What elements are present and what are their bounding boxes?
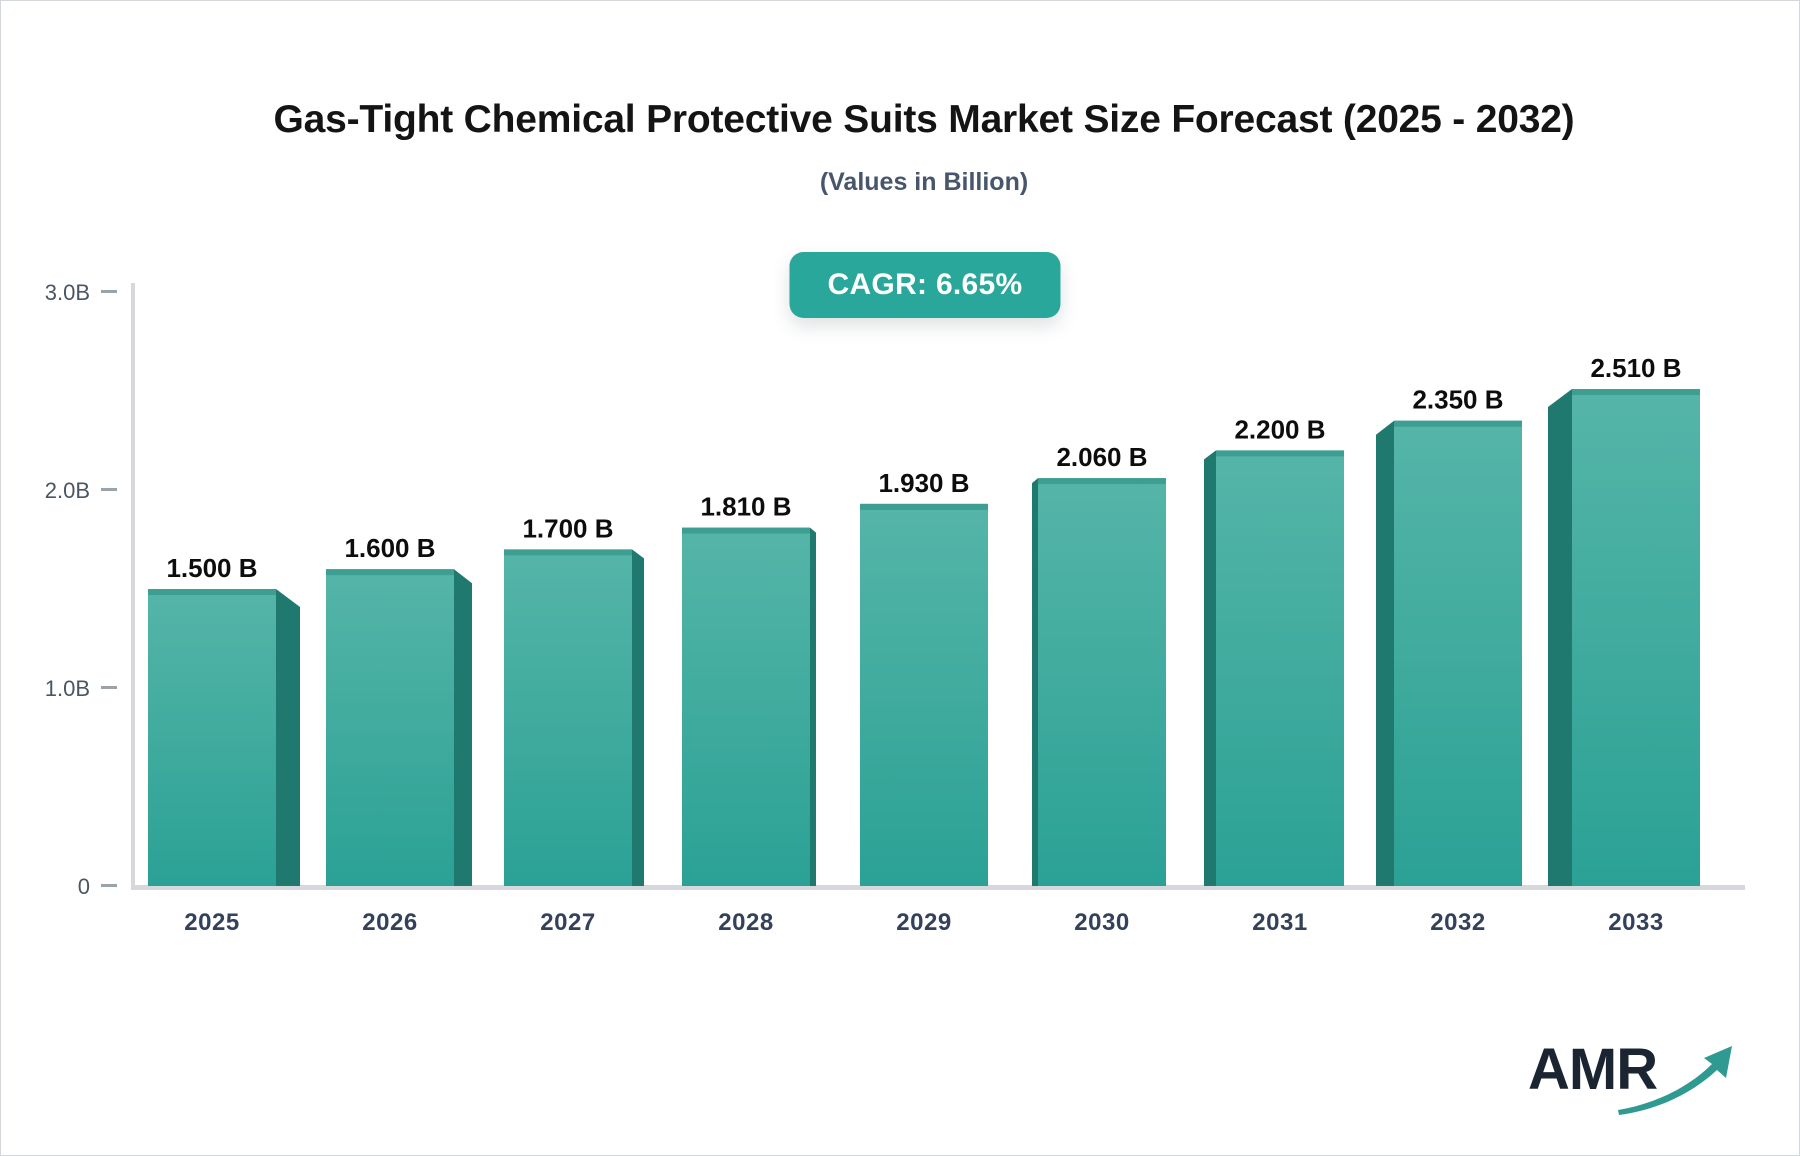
labels-layer: 1.500 B 2025 1.600 B 2026 1.700 B 2027 1.810 B… [166,353,1681,936]
y-tick-label: 0 [78,874,90,899]
bar-side-face [632,549,644,886]
cagr-badge: CAGR: 6.65% [789,252,1061,318]
bar-side-face [1548,389,1572,886]
bar-front-face [860,503,988,886]
bar-side-face [1204,450,1216,886]
bar-side-face [276,589,300,886]
x-axis-year-label: 2027 [540,909,595,936]
bar-2030 [1032,478,1166,886]
amr-logo: AMR [1528,1036,1738,1126]
x-axis-year-label: 2033 [1608,909,1663,936]
bar-top-cap [1216,450,1344,457]
bar-value-label: 2.060 B [1056,442,1147,472]
bar-front-face [1216,450,1344,886]
bar-top-cap [682,527,810,534]
x-axis-year-label: 2029 [896,909,951,936]
bar-2028 [682,527,816,886]
bar-front-face [1572,389,1700,886]
bar-top-cap [1394,420,1522,427]
bar-side-face [1376,420,1394,886]
bar-top-cap [860,503,988,510]
x-axis-year-label: 2032 [1430,909,1485,936]
x-axis-line [131,885,1745,890]
bar-top-cap [1572,389,1700,396]
bar-front-face [1038,478,1166,886]
y-tick-label: 1.0B [45,676,90,701]
x-axis-year-label: 2028 [718,909,773,936]
bar-2032 [1376,420,1522,886]
bar-top-cap [326,569,454,576]
amr-logo-text: AMR [1528,1037,1658,1102]
bar-front-face [1394,420,1522,886]
chart-subtitle: (Values in Billion) [819,168,1029,196]
bar-front-face [326,569,454,886]
bar-front-face [148,589,276,886]
bar-value-label: 2.510 B [1590,353,1681,383]
bar-2029 [860,503,988,886]
bar-2026 [326,569,472,886]
bar-2027 [504,549,644,886]
bar-value-label: 1.600 B [344,533,435,563]
y-tick-mark [101,884,117,887]
axis-layer: 0 1.0B 2.0B 3.0B [45,280,1745,899]
bar-top-cap [148,589,276,595]
y-tick-mark [101,488,117,491]
bars-layer [148,389,1700,886]
bar-value-label: 2.200 B [1234,414,1325,444]
bar-value-label: 1.930 B [878,468,969,498]
bar-2031 [1204,450,1344,886]
x-axis-year-label: 2031 [1252,909,1307,936]
chart-title: Gas-Tight Chemical Protective Suits Mark… [273,98,1575,141]
x-axis-year-label: 2026 [362,909,417,936]
y-tick-label: 2.0B [45,478,90,503]
bar-side-face [810,527,816,886]
y-tick-mark [101,686,117,689]
y-axis-line [131,283,135,890]
bar-2025 [148,589,300,886]
bar-side-face [1032,478,1038,886]
y-tick-label: 3.0B [45,280,90,305]
bar-top-cap [1038,478,1166,485]
bar-top-cap [504,549,632,556]
bar-2033 [1548,389,1700,886]
bar-value-label: 2.350 B [1412,385,1503,415]
bar-value-label: 1.810 B [700,492,791,522]
growth-arrow-icon [1618,1046,1732,1115]
bar-front-face [504,549,632,886]
bar-side-face [454,569,472,886]
x-axis-year-label: 2030 [1074,909,1129,936]
bar-value-label: 1.700 B [522,513,613,543]
x-axis-year-label: 2025 [184,909,239,936]
bar-value-label: 1.500 B [166,553,257,583]
bar-front-face [682,527,810,886]
y-tick-mark [101,290,117,293]
